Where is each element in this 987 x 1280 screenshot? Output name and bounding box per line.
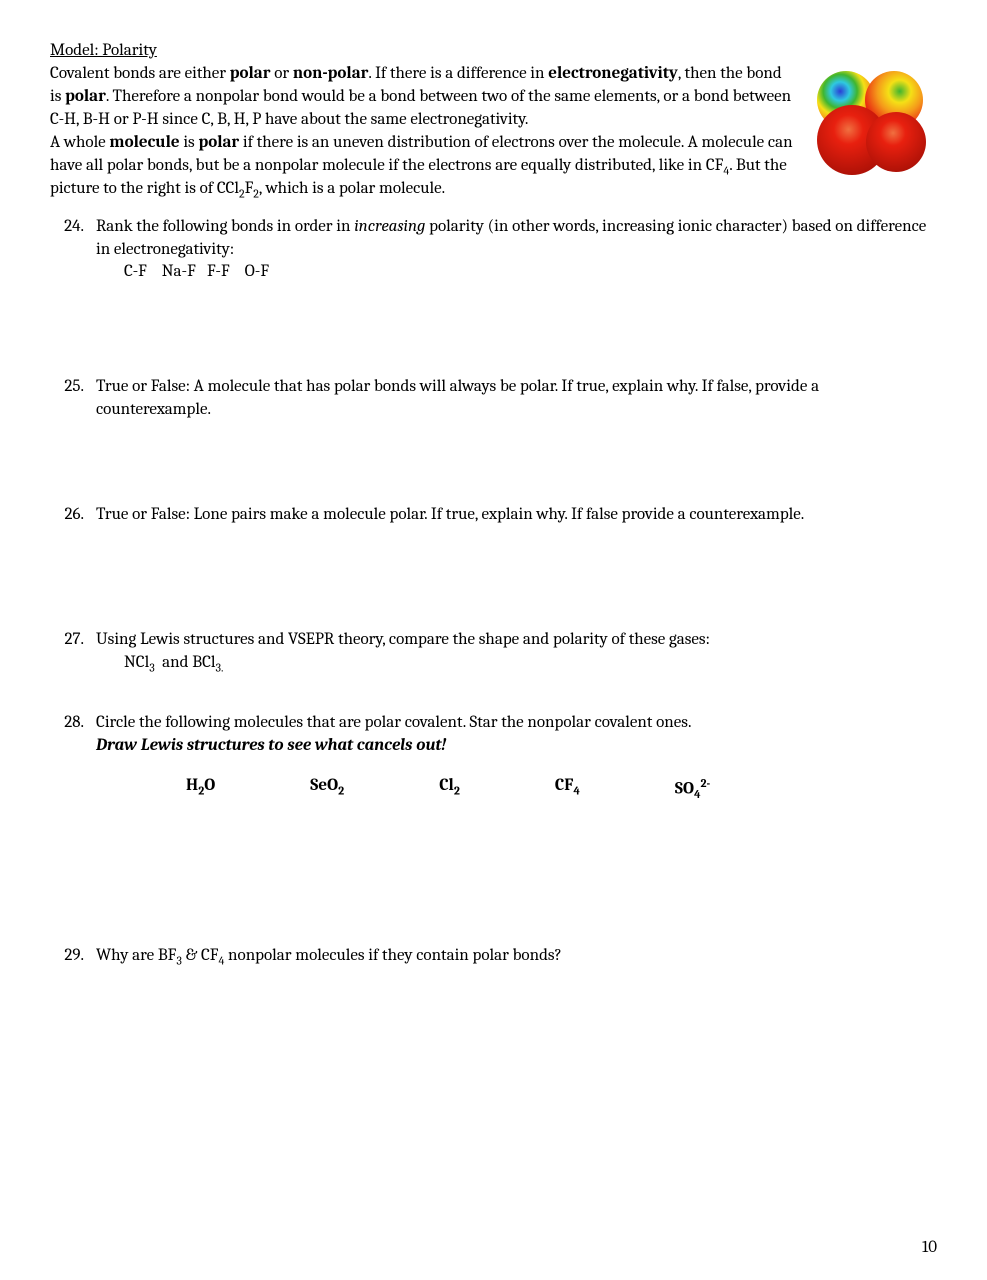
- question-body: Why are BF3 & CF4 nonpolar molecules if …: [96, 945, 937, 968]
- molecule-options: H2O SeO2 Cl2 CF4 SO42-: [96, 775, 937, 802]
- question-29: 29. Why are BF3 & CF4 nonpolar molecules…: [50, 945, 937, 968]
- molecule-option: SO42-: [675, 775, 710, 802]
- question-hint: Draw Lewis structures to see what cancel…: [96, 735, 937, 758]
- question-number: 29.: [50, 945, 96, 968]
- question-number: 24.: [50, 216, 96, 285]
- molecule-option: Cl2: [439, 775, 460, 802]
- intro-section: Model: Polarity Covalent bonds are eithe…: [50, 40, 937, 202]
- question-body: True or False: A molecule that has polar…: [96, 376, 937, 422]
- question-number: 27.: [50, 629, 96, 675]
- question-25: 25. True or False: A molecule that has p…: [50, 376, 937, 422]
- molecule-option: CF4: [555, 775, 580, 802]
- question-body: Rank the following bonds in order in inc…: [96, 216, 937, 285]
- question-body: Using Lewis structures and VSEPR theory,…: [96, 629, 937, 675]
- molecule-potential-image: [802, 70, 937, 180]
- bond-list: C-F Na-F F-F O-F: [96, 261, 937, 284]
- question-number: 26.: [50, 504, 96, 527]
- section-title: Model: Polarity: [50, 41, 157, 60]
- question-body: Circle the following molecules that are …: [96, 712, 937, 803]
- question-number: 25.: [50, 376, 96, 422]
- molecule-list: NCl3 and BCl3.: [96, 652, 937, 675]
- molecule-option: H2O: [186, 775, 215, 802]
- question-number: 28.: [50, 712, 96, 803]
- question-body: True or False: Lone pairs make a molecul…: [96, 504, 937, 527]
- question-28: 28. Circle the following molecules that …: [50, 712, 937, 803]
- molecule-option: SeO2: [310, 775, 344, 802]
- question-26: 26. True or False: Lone pairs make a mol…: [50, 504, 937, 527]
- question-27: 27. Using Lewis structures and VSEPR the…: [50, 629, 937, 675]
- page-number: 10: [922, 1237, 937, 1260]
- question-24: 24. Rank the following bonds in order in…: [50, 216, 937, 285]
- questions-list: 24. Rank the following bonds in order in…: [50, 216, 937, 968]
